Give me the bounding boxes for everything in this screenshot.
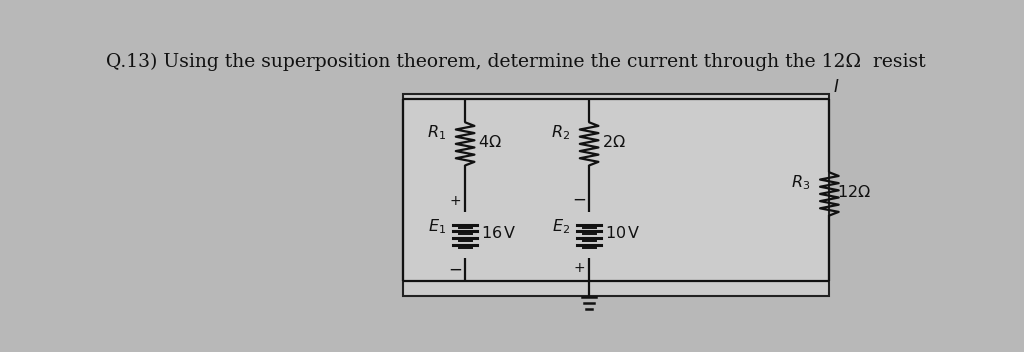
- Text: $R_1$: $R_1$: [427, 124, 445, 143]
- Text: $-$: $-$: [447, 261, 462, 278]
- Bar: [403, 94, 829, 296]
- Text: $+$: $+$: [449, 194, 461, 208]
- Text: $2\Omega$: $2\Omega$: [602, 134, 626, 151]
- Text: $4\Omega$: $4\Omega$: [478, 134, 502, 151]
- Text: $12\Omega$: $12\Omega$: [838, 184, 871, 201]
- Text: $E_1$: $E_1$: [428, 218, 445, 237]
- Text: $-$: $-$: [572, 191, 586, 208]
- Text: $R_2$: $R_2$: [551, 124, 569, 143]
- Text: Q.13) Using the superposition theorem, determine the current through the 12Ω  re: Q.13) Using the superposition theorem, d…: [105, 52, 926, 71]
- Text: $E_2$: $E_2$: [552, 218, 569, 237]
- Text: $R_3$: $R_3$: [791, 174, 810, 193]
- Text: $16\,\mathrm{V}$: $16\,\mathrm{V}$: [480, 225, 516, 242]
- Text: $+$: $+$: [573, 261, 585, 275]
- Text: $10\,\mathrm{V}$: $10\,\mathrm{V}$: [604, 225, 640, 242]
- Text: $I$: $I$: [834, 79, 840, 96]
